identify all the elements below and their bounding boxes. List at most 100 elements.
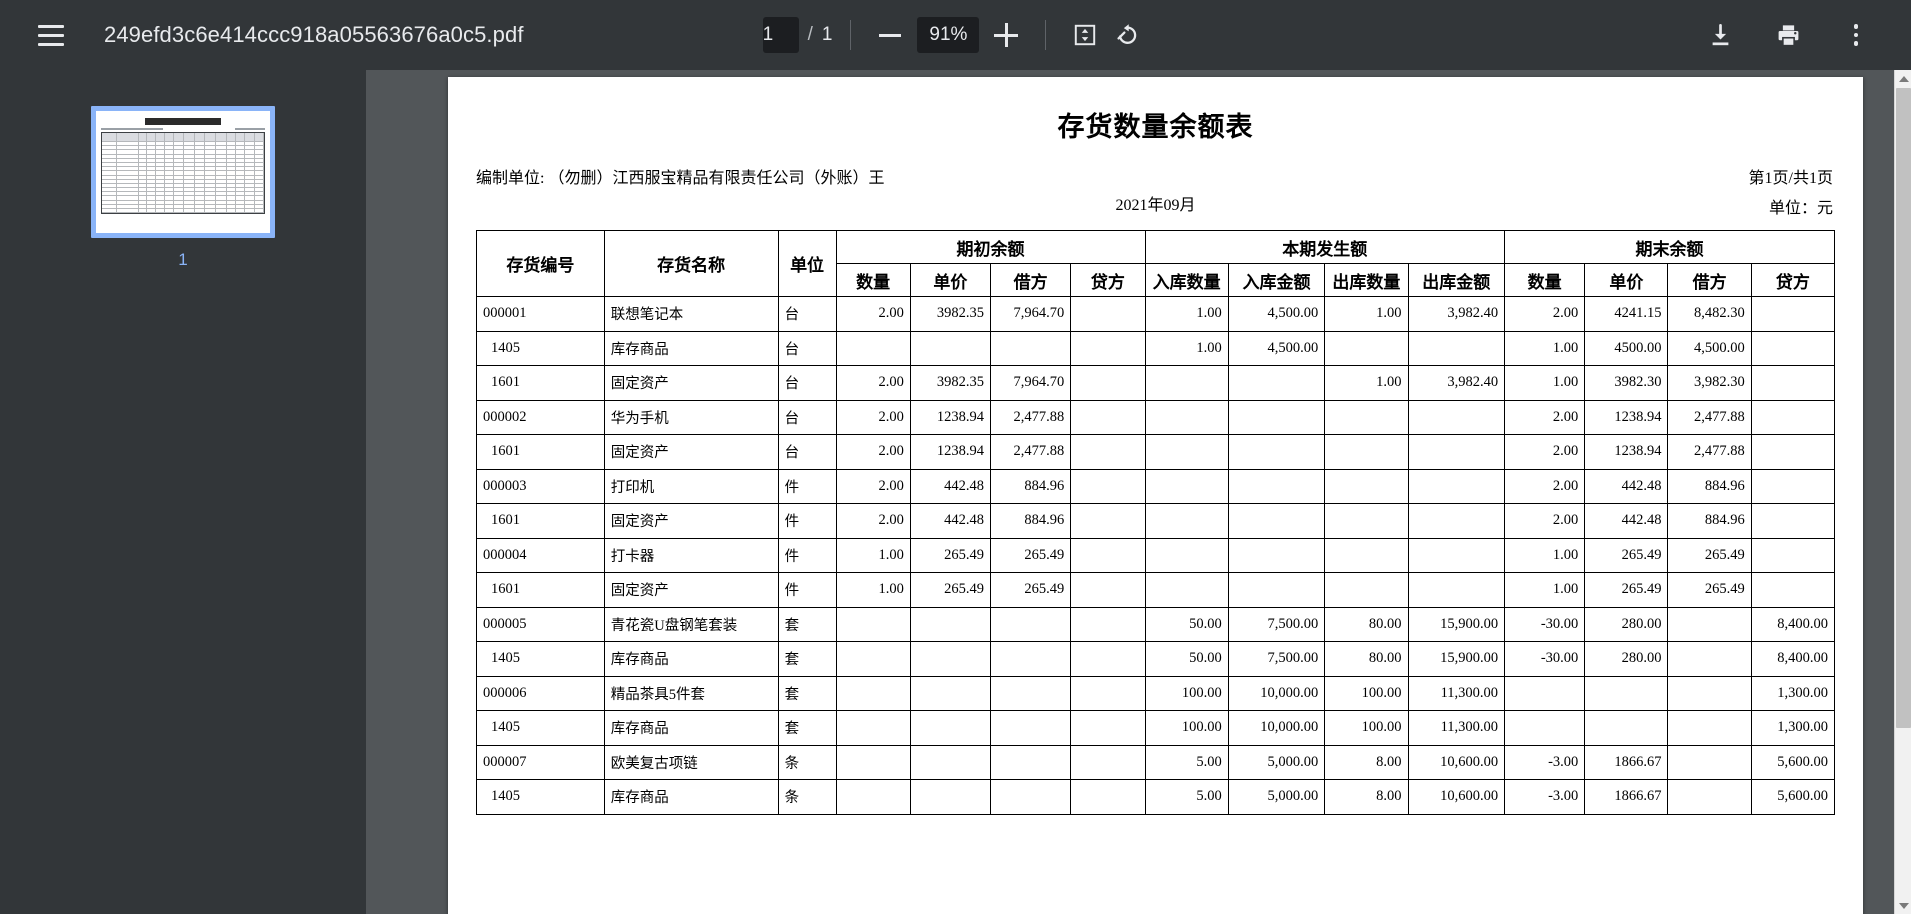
thumbnail-grid-cell bbox=[255, 150, 264, 154]
print-button[interactable] bbox=[1767, 14, 1809, 56]
cell-close-qty: 1.00 bbox=[1504, 572, 1586, 608]
zoom-out-button[interactable] bbox=[869, 14, 911, 56]
cell-open-qty bbox=[835, 641, 911, 677]
thumbnail-grid-cell bbox=[255, 158, 264, 162]
thumbnail-grid-cell bbox=[174, 183, 184, 188]
cell-close-credit bbox=[1750, 572, 1836, 608]
cell-open-qty bbox=[835, 710, 911, 746]
thumbnail-grid-cell bbox=[102, 175, 118, 179]
thumbnail-grid-cell bbox=[102, 209, 118, 213]
thumbnail-grid-cell bbox=[165, 192, 175, 196]
thumbnail-grid-cell bbox=[147, 209, 156, 213]
thumbnail-grid-cell bbox=[139, 133, 147, 141]
scroll-up-arrow-icon[interactable] bbox=[1895, 70, 1911, 87]
download-icon bbox=[1712, 23, 1728, 45]
cell-close-credit bbox=[1750, 468, 1836, 504]
thumbnail-grid-cell bbox=[139, 192, 147, 196]
cell-close-price: 265.49 bbox=[1584, 537, 1669, 573]
thumbnail-grid-cell bbox=[165, 133, 175, 141]
thumbnail-grid-cell bbox=[156, 188, 166, 192]
cell-open-debit bbox=[990, 606, 1072, 642]
thumbnail-grid-cell bbox=[165, 183, 175, 188]
thumbnail-grid-cell bbox=[216, 167, 227, 171]
thumbnail-grid-cell bbox=[165, 175, 175, 179]
pdf-page-viewport[interactable]: 存货数量余额表 编制单位: （勿删）江西服宝精品有限责任公司（外账）王 2021… bbox=[366, 70, 1911, 914]
thumbnail-grid-cell bbox=[139, 183, 147, 188]
thumbnail-grid-cell bbox=[195, 158, 206, 162]
thumbnail-grid-cell bbox=[195, 167, 206, 171]
thumbnail-grid-cell bbox=[245, 133, 255, 141]
cell-in-amt bbox=[1227, 468, 1326, 504]
cell-in-qty: 5.00 bbox=[1144, 744, 1229, 780]
download-button[interactable] bbox=[1699, 14, 1741, 56]
cell-inventory-name: 固定资产 bbox=[603, 434, 779, 470]
cell-in-amt: 10,000.00 bbox=[1227, 710, 1326, 746]
toolbar-divider-2 bbox=[1045, 20, 1047, 50]
cell-inventory-code: 000005 bbox=[476, 606, 605, 642]
cell-inventory-name: 库存商品 bbox=[603, 330, 779, 366]
cell-close-debit bbox=[1667, 744, 1752, 780]
toolbar-left-group: 249efd3c6e414ccc918a05563676a0c5.pdf bbox=[0, 12, 524, 58]
thumbnail-grid-cell bbox=[147, 133, 156, 141]
fit-to-page-button[interactable] bbox=[1064, 14, 1106, 56]
thumbnail-grid-cell bbox=[184, 167, 195, 171]
cell-close-credit bbox=[1750, 434, 1836, 470]
thumbnail-grid-cell bbox=[184, 175, 195, 179]
cell-close-qty bbox=[1504, 675, 1586, 711]
rotate-counterclockwise-button[interactable] bbox=[1106, 14, 1148, 56]
thumbnail-grid-cell bbox=[139, 209, 147, 213]
cell-close-debit: 2,477.88 bbox=[1667, 399, 1752, 435]
thumbnail-grid-cell bbox=[117, 188, 139, 192]
vertical-scrollbar[interactable] bbox=[1894, 70, 1911, 914]
thumbnail-grid-cell bbox=[205, 146, 217, 150]
page-number-input[interactable] bbox=[762, 17, 799, 53]
thumbnail-grid-cell bbox=[102, 150, 118, 154]
thumbnail-grid-cell bbox=[156, 146, 166, 150]
cell-inventory-name: 库存商品 bbox=[603, 779, 779, 815]
zoom-level-display[interactable]: 91% bbox=[917, 17, 980, 53]
hamburger-menu-icon[interactable] bbox=[28, 12, 74, 58]
thumbnail-grid-cell bbox=[236, 162, 246, 167]
cell-open-price bbox=[909, 330, 992, 366]
thumbnail-grid-cell bbox=[195, 162, 206, 167]
thumbnail-item[interactable]: 1 bbox=[91, 106, 275, 270]
thumbnail-grid-cell bbox=[117, 158, 139, 162]
cell-close-price: 3982.30 bbox=[1584, 365, 1669, 401]
column-group-header: 本期发生额 bbox=[1144, 230, 1506, 264]
cell-close-price: 442.48 bbox=[1584, 503, 1669, 539]
thumbnail-selection-frame[interactable] bbox=[91, 106, 275, 238]
thumbnail-grid-cell bbox=[195, 179, 206, 183]
cell-out-amt: 11,300.00 bbox=[1407, 675, 1506, 711]
toolbar-divider-1 bbox=[850, 20, 852, 50]
cell-close-credit: 5,600.00 bbox=[1750, 744, 1836, 780]
thumbnail-grid-cell bbox=[216, 204, 227, 208]
cell-open-debit bbox=[990, 675, 1072, 711]
thumbnail-grid-cell bbox=[147, 146, 156, 150]
cell-inventory-code: 000003 bbox=[476, 468, 605, 504]
cell-inventory-code: 1601 bbox=[476, 503, 605, 539]
thumbnail-grid-cell bbox=[102, 162, 118, 167]
thumbnail-grid-cell bbox=[102, 183, 118, 188]
thumbnail-grid-cell bbox=[236, 204, 246, 208]
scroll-down-arrow-icon[interactable] bbox=[1895, 897, 1911, 914]
page-separator: / bbox=[807, 24, 813, 45]
cell-open-qty: 2.00 bbox=[835, 434, 911, 470]
cell-close-debit bbox=[1667, 710, 1752, 746]
scrollbar-thumb[interactable] bbox=[1896, 88, 1911, 728]
thumbnail-grid-cell bbox=[184, 146, 195, 150]
cell-close-price: 280.00 bbox=[1584, 641, 1669, 677]
cell-in-amt: 4,500.00 bbox=[1227, 296, 1326, 332]
thumbnail-grid-cell bbox=[216, 171, 227, 175]
cell-out-qty bbox=[1324, 330, 1409, 366]
cell-open-qty bbox=[835, 744, 911, 780]
thumbnail-page-preview bbox=[96, 111, 270, 233]
thumbnail-grid-cell bbox=[216, 154, 227, 158]
thumbnail-grid-cell bbox=[195, 150, 206, 154]
thumbnail-sidebar: 1 bbox=[0, 70, 366, 914]
zoom-in-button[interactable] bbox=[985, 14, 1027, 56]
thumbnail-grid-cell bbox=[236, 150, 246, 154]
cell-in-qty: 1.00 bbox=[1144, 296, 1229, 332]
cell-in-qty bbox=[1144, 434, 1229, 470]
thumbnail-grid-cell bbox=[117, 196, 139, 200]
more-options-button[interactable] bbox=[1835, 14, 1877, 56]
